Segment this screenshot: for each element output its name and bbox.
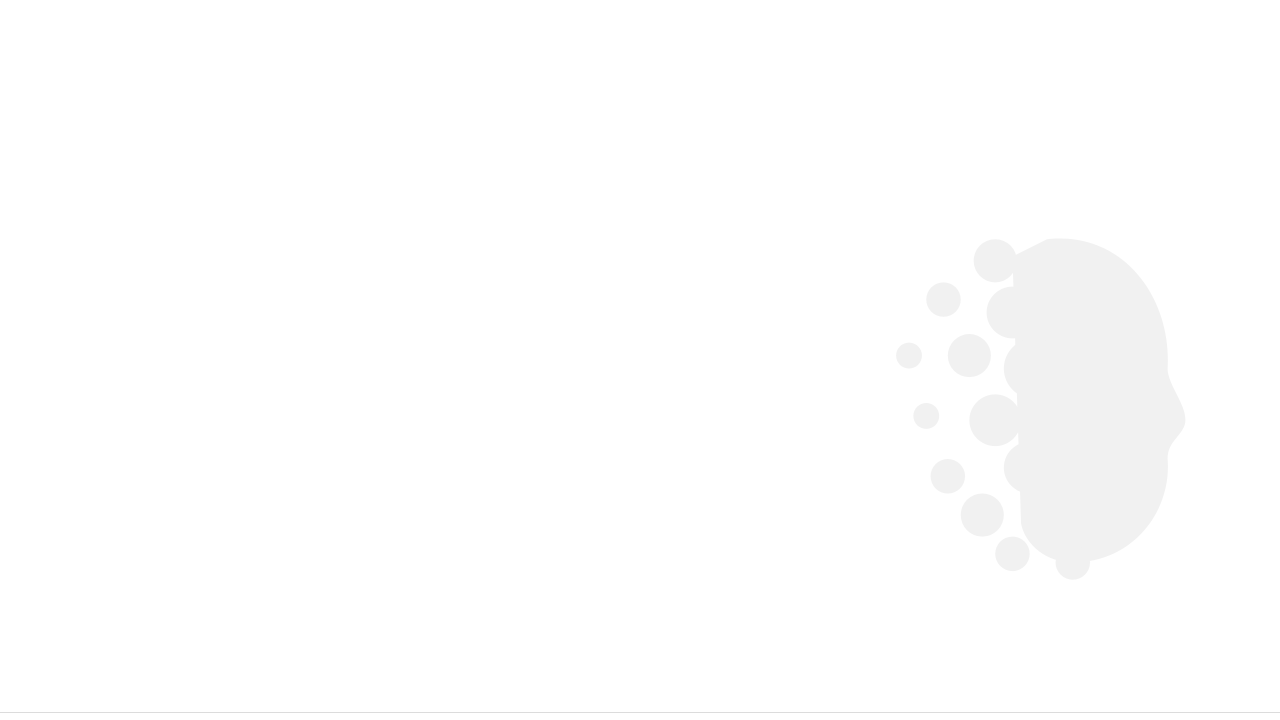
- header-band: [0, 0, 1280, 95]
- logo-face-icon: [1198, 9, 1266, 89]
- wise-guy-logo: [1188, 6, 1266, 90]
- card-bottom-edge: [0, 712, 1280, 713]
